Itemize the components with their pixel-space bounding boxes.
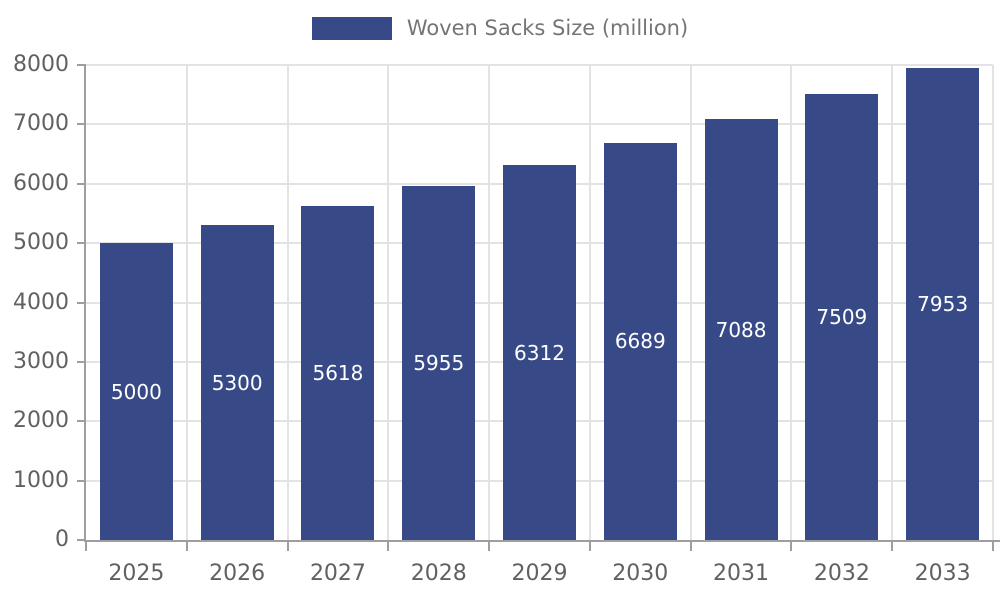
gridline-vertical	[488, 65, 491, 540]
bar-value-label: 5955	[413, 351, 465, 376]
y-axis-tick-mark	[77, 242, 86, 245]
gridline-vertical	[891, 65, 894, 540]
x-tick-label: 2028	[410, 561, 467, 586]
x-tick-label: 2033	[914, 561, 971, 586]
y-axis-tick-mark	[77, 420, 86, 423]
bar-value-label: 7088	[715, 317, 767, 342]
x-axis-tick-mark	[85, 540, 87, 551]
gridline-vertical	[689, 65, 692, 540]
x-axis-tick-mark	[790, 540, 793, 551]
bar-2027[interactable]: 5618	[301, 206, 375, 540]
y-tick-label: 6000	[13, 170, 69, 196]
y-tick-label: 5000	[13, 230, 69, 256]
bar-2025[interactable]: 5000	[99, 243, 173, 540]
gridline-vertical	[185, 65, 188, 540]
bar-2029[interactable]: 6312	[503, 165, 576, 540]
legend-label: Woven Sacks Size (million)	[406, 16, 689, 40]
x-axis-tick-mark	[387, 540, 390, 551]
y-axis-tick-mark	[77, 182, 86, 185]
y-axis-tick-mark	[77, 64, 86, 66]
x-tick-label: 2030	[612, 561, 669, 586]
bar-value-label: 7953	[917, 291, 969, 316]
y-tick-label: 7000	[13, 111, 69, 137]
x-axis-tick-mark	[588, 540, 591, 551]
x-axis-tick-mark	[891, 540, 894, 551]
y-axis-tick-mark	[77, 479, 86, 482]
x-axis-tick-mark	[488, 540, 491, 551]
bar-value-label: 7509	[816, 305, 868, 330]
y-axis-tick-mark	[77, 360, 86, 363]
bar-2031[interactable]: 7088	[704, 119, 778, 540]
y-axis-line	[84, 65, 86, 542]
gridline-vertical	[992, 65, 994, 540]
x-tick-label: 2029	[511, 561, 568, 586]
gridline-horizontal	[86, 64, 993, 66]
y-tick-label: 1000	[13, 467, 69, 493]
x-tick-label: 2026	[209, 561, 266, 586]
y-tick-label: 8000	[13, 52, 69, 77]
bar-2033[interactable]: 7953	[906, 67, 980, 540]
bar-2032[interactable]: 7509	[805, 94, 879, 540]
legend-item-woven-sacks[interactable]: Woven Sacks Size (million)	[311, 16, 689, 40]
bar-value-label: 6689	[614, 329, 666, 354]
y-axis-tick-mark	[77, 301, 86, 304]
bar-2030[interactable]: 6689	[603, 142, 677, 540]
x-axis-tick-mark	[689, 540, 692, 551]
x-axis-tick-mark	[992, 540, 994, 551]
bar-value-label: 6312	[514, 340, 565, 365]
bar-2026[interactable]: 5300	[200, 225, 274, 540]
x-axis-line	[84, 540, 1000, 542]
gridline-vertical	[790, 65, 793, 540]
y-axis-tick-mark	[77, 539, 86, 541]
gridline-vertical	[387, 65, 390, 540]
legend-swatch-icon	[311, 16, 392, 40]
gridline-horizontal	[86, 123, 993, 126]
x-tick-label: 2032	[813, 561, 870, 586]
gridline-vertical	[286, 65, 289, 540]
y-tick-label: 0	[55, 527, 69, 552]
x-tick-label: 2025	[108, 561, 165, 586]
x-axis-tick-mark	[286, 540, 289, 551]
chart-legend: Woven Sacks Size (million)	[0, 16, 1000, 40]
bar-value-label: 5618	[312, 361, 364, 386]
y-tick-label: 2000	[13, 408, 69, 434]
x-tick-label: 2027	[309, 561, 366, 586]
x-tick-label: 2031	[713, 561, 770, 586]
gridline-vertical	[588, 65, 591, 540]
x-axis-tick-mark	[185, 540, 188, 551]
y-tick-label: 4000	[13, 289, 69, 315]
y-tick-label: 3000	[13, 348, 69, 374]
bar-2028[interactable]: 5955	[402, 186, 476, 540]
bar-value-label: 5300	[211, 370, 263, 395]
bar-value-label: 5000	[110, 379, 162, 404]
y-axis-tick-mark	[77, 123, 86, 126]
